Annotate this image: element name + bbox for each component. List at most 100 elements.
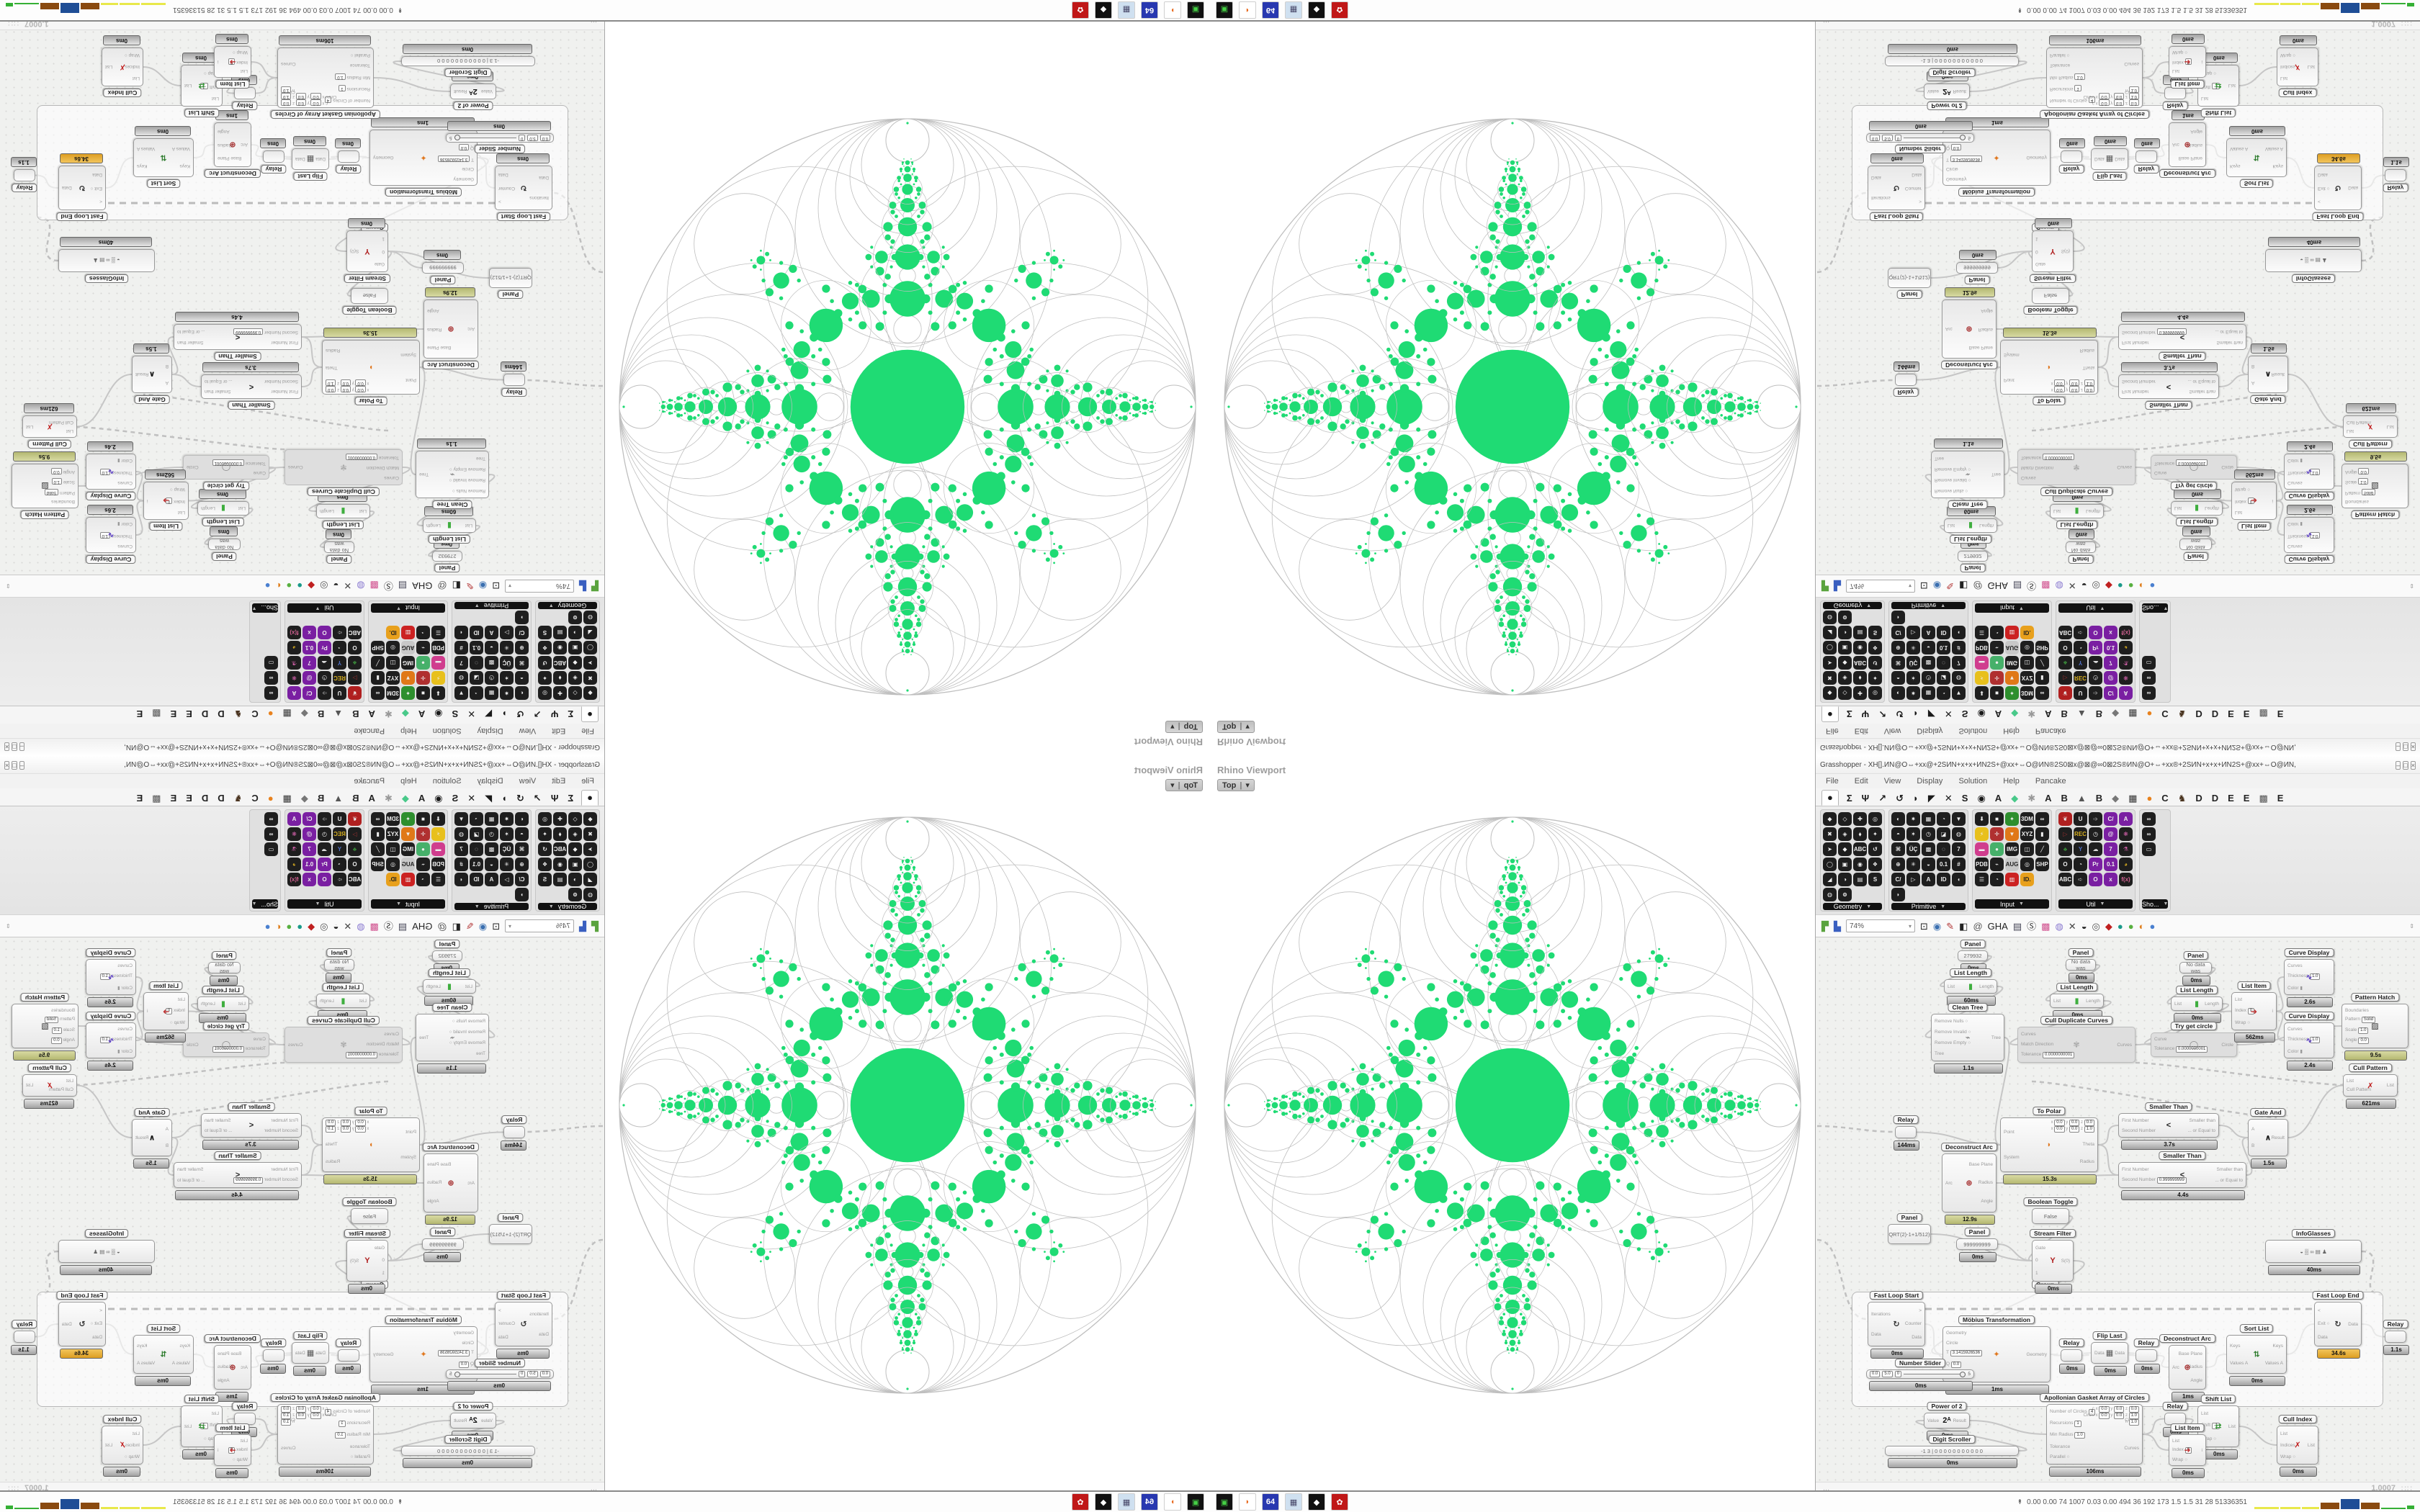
component-icon[interactable]: @	[302, 827, 316, 841]
component-icon[interactable]: O	[2089, 873, 2102, 886]
tab-curve[interactable]: ↺	[516, 708, 524, 719]
input-ports[interactable]: Curves Thickness 1.0 Color ▮	[99, 1025, 133, 1056]
at-button[interactable]: @	[1973, 580, 1983, 592]
node-apollonian[interactable]: Apollonian Gasket Array of Circles Number…	[271, 1393, 380, 1464]
slider-control[interactable]: 0.0 5.0 0 5	[1867, 1370, 1973, 1378]
node-gateand[interactable]: Gate And A B Result ∧	[2248, 356, 2288, 404]
node-value[interactable]: (SQRT(2)-1+1/512)^1	[1888, 274, 1930, 282]
component-icon[interactable]: x	[2104, 873, 2118, 886]
component-icon[interactable]: ➤	[583, 842, 597, 856]
component-icon[interactable]: ➤	[583, 656, 597, 670]
node-fliplast[interactable]: Flip Last Data Data ▦	[2091, 148, 2128, 181]
node-panel-e[interactable]: Panel(SQRT(2)-1+1/512)^1	[489, 268, 532, 299]
component-icon[interactable]: ☁	[318, 842, 331, 856]
node-smaller-a[interactable]: Smaller Than First Number Second Number Sma…	[201, 1102, 302, 1138]
component-icon[interactable]: ◍	[1823, 611, 1837, 624]
node-floopend[interactable]: Fast Loop End < Exit ○ Data Data ↻	[2312, 1291, 2364, 1346]
component-icon[interactable]: ◑	[568, 626, 582, 639]
output-ports[interactable]: Curves	[2117, 1042, 2132, 1048]
component-icon[interactable]: ⬧	[1853, 827, 1867, 841]
tab-plugin-bird[interactable]: ♞	[233, 793, 243, 804]
blue-ball-button[interactable]: ●	[264, 920, 271, 932]
tab-plugin-diamond[interactable]: ◆	[401, 708, 409, 719]
component-icon[interactable]: ◗	[515, 611, 529, 624]
node-cullpattern[interactable]: Cull Pattern List Cull Pattern List ✗	[2343, 1063, 2398, 1097]
component-icon[interactable]: AUG	[2005, 858, 2019, 871]
tab-params[interactable]: ●	[581, 790, 599, 806]
component-icon[interactable]: #	[1952, 858, 1966, 871]
input-ports[interactable]: Curves Thickness 1.0 Color ▮	[99, 519, 133, 551]
component-icon[interactable]: ▼	[454, 812, 468, 826]
menu-pancake[interactable]: Pancake	[2035, 726, 2066, 735]
node-topolar[interactable]: To PolarPointSystemPhiThetaRadiusx 0.0 y…	[322, 340, 420, 405]
output-ports[interactable]: Geometry	[2026, 1351, 2047, 1357]
component-icon[interactable]: ◌	[470, 656, 483, 670]
component-icon[interactable]: ◍	[1952, 827, 1966, 841]
input-ports[interactable]: Arc	[1945, 326, 1953, 332]
component-icon[interactable]: ✦	[538, 671, 552, 685]
component-icon[interactable]: Pr	[318, 858, 331, 871]
node-value[interactable]: 999999999	[429, 264, 457, 271]
node-relay-b[interactable]: Relay	[2058, 150, 2084, 174]
component-icon[interactable]: ➤	[1823, 842, 1837, 856]
input-ports[interactable]: < Exit ○ Data	[2318, 1308, 2330, 1341]
at-button[interactable]: @	[437, 580, 447, 592]
component-icon[interactable]: ✳	[1906, 641, 1920, 654]
output-ports[interactable]: i	[2272, 498, 2273, 503]
node-relay-a[interactable]: Relay	[1893, 374, 1919, 397]
component-icon[interactable]: 7	[302, 842, 316, 856]
component-icon[interactable]: ◔	[470, 812, 483, 826]
component-icon[interactable]: ♣	[2058, 842, 2072, 856]
component-icon[interactable]: ⚗	[2119, 842, 2133, 856]
component-icon[interactable]: ⊚	[1838, 611, 1852, 624]
input-ports[interactable]: List	[1948, 523, 1955, 528]
node-decarc-b[interactable]: Deconstruct Arc Arc Base Plane Radius Angle ⊕	[2159, 1334, 2215, 1390]
tab-plugin-a1[interactable]: A	[418, 793, 426, 804]
component-icon[interactable]: Y	[2074, 842, 2087, 856]
input-ports[interactable]: List Indices Wrap ○	[124, 53, 140, 81]
component-icon[interactable]: 7	[454, 656, 468, 670]
open-button[interactable]: ▛	[591, 920, 599, 932]
menu-view[interactable]: View	[1883, 777, 1901, 786]
component-icon[interactable]: ∞	[2035, 686, 2049, 700]
component-icon[interactable]: ◢	[583, 873, 597, 886]
output-ports[interactable]: Result	[1953, 89, 1966, 94]
component-icon[interactable]: ↺	[1868, 656, 1882, 670]
component-icon[interactable]: ╱	[371, 842, 385, 856]
output-ports[interactable]: List	[26, 424, 34, 429]
tab-plugin-blob[interactable]: ✱	[2027, 793, 2036, 804]
node-listlen-c[interactable]: List Length List Length ▮	[197, 501, 249, 526]
component-icon[interactable]: ✷	[1906, 812, 1920, 826]
input-ports[interactable]: List Indices Wrap ○	[124, 1431, 140, 1459]
save-button[interactable]: ▙	[1834, 580, 1841, 592]
component-icon[interactable]: x	[2104, 626, 2118, 639]
output-ports[interactable]: Keys Values A	[2264, 1343, 2283, 1366]
output-ports[interactable]: Data	[295, 1350, 305, 1356]
output-ports[interactable]: Keys Values A	[137, 146, 156, 169]
node-smaller-b[interactable]: Smaller Than First Number Second Number 0.…	[2118, 324, 2246, 361]
input-ports[interactable]: Keys Values A	[171, 1343, 190, 1366]
node-panel-e[interactable]: Panel(SQRT(2)-1+1/512)^1	[1888, 268, 1931, 299]
output-ports[interactable]: List	[26, 1083, 34, 1088]
tab-plugin-b2[interactable]: B	[317, 793, 325, 804]
output-ports[interactable]: Base Plane Radius Angle	[1968, 1162, 1993, 1204]
component-icon[interactable]: ◯	[583, 858, 597, 871]
component-icon[interactable]: ●	[416, 656, 430, 670]
component-icon[interactable]: U	[2074, 812, 2087, 826]
component-icon[interactable]: ◐	[515, 812, 529, 826]
output-ports[interactable]: Base Plane Radius Angle	[1968, 308, 1993, 350]
component-icon[interactable]: 3DM	[386, 812, 400, 826]
output-ports[interactable]: List	[2228, 83, 2236, 89]
blue-ball-button[interactable]: ●	[2149, 580, 2156, 592]
node-value[interactable]: No data was	[2071, 960, 2091, 970]
output-ports[interactable]: Length	[320, 998, 334, 1004]
component-icon[interactable]: IMG	[401, 842, 415, 856]
component-icon[interactable]: ▦	[1922, 812, 1935, 826]
menu-edit[interactable]: Edit	[552, 726, 566, 735]
input-ports[interactable]: Point System	[400, 1130, 416, 1160]
tab-plugin-b1[interactable]: B	[352, 793, 359, 804]
wolf-icon[interactable]: ◆	[1308, 1, 1325, 19]
component-icon[interactable]: ❦	[2058, 686, 2072, 700]
node-decarc-b[interactable]: Deconstruct Arc Arc Base Plane Radius Angle ⊕	[205, 1334, 261, 1390]
component-icon[interactable]: ☁	[2089, 656, 2102, 670]
